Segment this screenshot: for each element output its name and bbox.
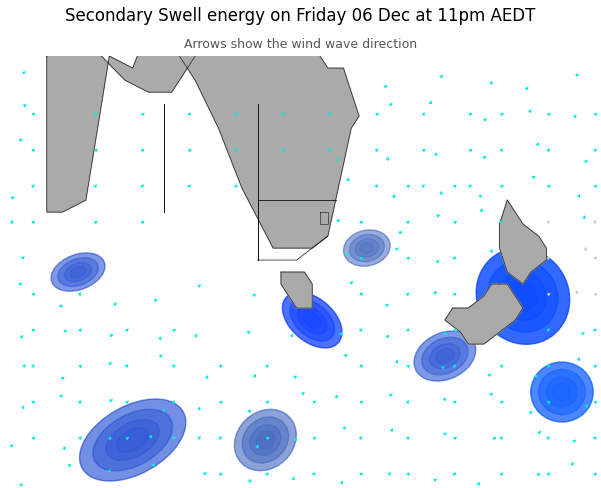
Ellipse shape xyxy=(256,431,275,449)
Ellipse shape xyxy=(476,248,570,344)
Ellipse shape xyxy=(51,253,105,291)
Ellipse shape xyxy=(488,260,558,332)
Text: Secondary Swell energy on Friday 06 Dec at 11pm AEDT: Secondary Swell energy on Friday 06 Dec … xyxy=(66,7,535,25)
Ellipse shape xyxy=(546,377,578,407)
Ellipse shape xyxy=(355,239,379,257)
Ellipse shape xyxy=(422,337,468,375)
Ellipse shape xyxy=(414,331,476,381)
Polygon shape xyxy=(445,284,523,344)
Ellipse shape xyxy=(297,306,327,334)
Polygon shape xyxy=(499,200,546,284)
Polygon shape xyxy=(47,0,359,248)
Ellipse shape xyxy=(349,234,385,262)
Ellipse shape xyxy=(430,344,460,368)
Ellipse shape xyxy=(436,348,454,364)
Ellipse shape xyxy=(70,266,86,278)
Ellipse shape xyxy=(282,292,342,348)
Ellipse shape xyxy=(499,272,546,320)
Ellipse shape xyxy=(552,383,572,401)
Ellipse shape xyxy=(58,258,99,286)
Ellipse shape xyxy=(93,409,172,471)
Ellipse shape xyxy=(242,417,288,463)
Ellipse shape xyxy=(538,369,585,414)
Ellipse shape xyxy=(79,399,186,481)
Ellipse shape xyxy=(106,420,159,461)
Ellipse shape xyxy=(360,243,374,254)
Ellipse shape xyxy=(344,230,390,266)
Ellipse shape xyxy=(234,409,296,471)
Text: Arrows show the wind wave direction: Arrows show the wind wave direction xyxy=(184,39,417,51)
Ellipse shape xyxy=(531,362,593,422)
Ellipse shape xyxy=(250,425,281,455)
Ellipse shape xyxy=(290,299,335,341)
Ellipse shape xyxy=(509,282,537,310)
Polygon shape xyxy=(281,272,312,308)
Ellipse shape xyxy=(64,263,91,282)
Ellipse shape xyxy=(117,427,148,452)
Ellipse shape xyxy=(304,312,321,328)
